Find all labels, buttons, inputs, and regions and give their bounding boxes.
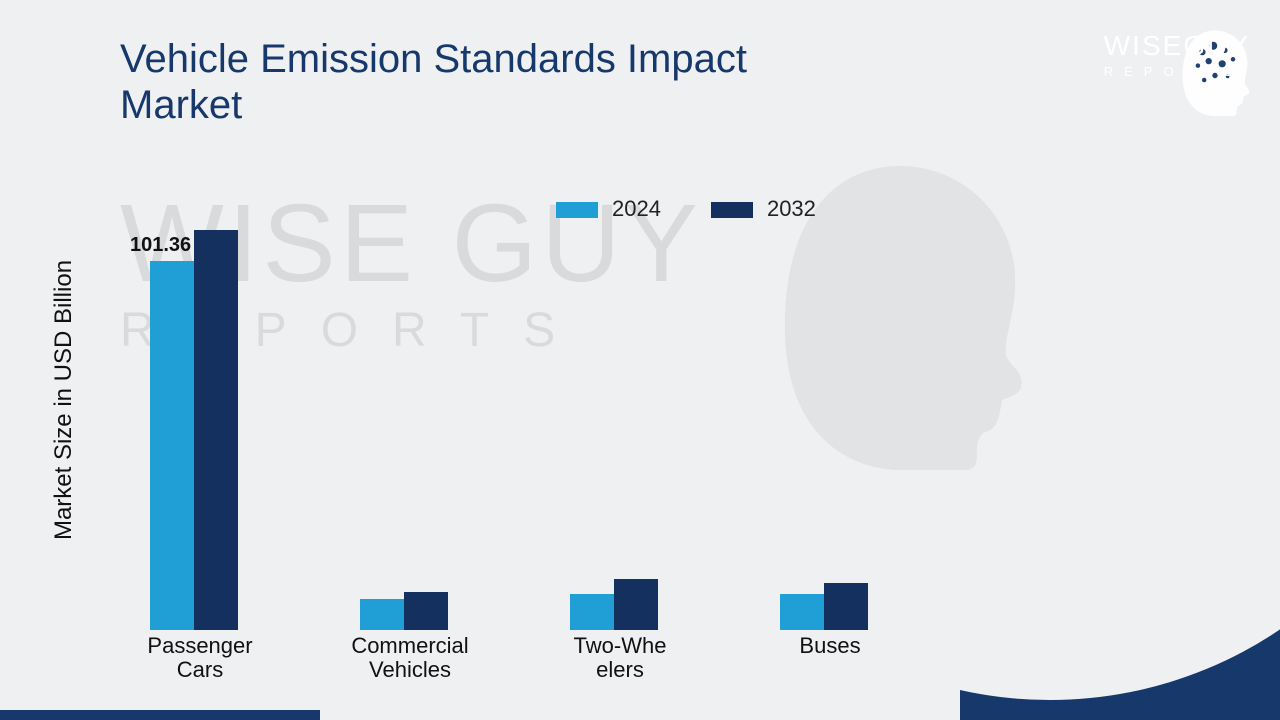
legend-label-2032: 2032 xyxy=(767,196,816,221)
brand-word-guy: GUY xyxy=(1183,30,1250,61)
x-axis-labels: PassengerCarsCommercialVehiclesTwo-Wheel… xyxy=(130,634,930,694)
report-graphic: WISE GUY REPORTS Vehicle Emission Standa… xyxy=(0,0,1280,720)
legend-item-2024: 2024 xyxy=(556,196,661,222)
bar-2032 xyxy=(404,592,448,630)
chart-title: Vehicle Emission Standards Impact Market xyxy=(120,36,860,128)
bar-2024 xyxy=(360,599,404,630)
bar-2032 xyxy=(194,230,238,630)
x-axis-category-label: CommercialVehicles xyxy=(330,634,490,682)
legend-item-2032: 2032 xyxy=(711,196,816,222)
x-axis-category-label: Two-Wheelers xyxy=(540,634,700,682)
bar-2024 xyxy=(570,594,614,630)
bar-2024 xyxy=(780,594,824,630)
bottom-accent-strip xyxy=(0,710,320,720)
bar-value-label: 101.36 xyxy=(130,234,191,257)
chart-legend: 2024 2032 xyxy=(556,196,816,222)
brand-logo-text: WISEGUY REPORTS xyxy=(1104,30,1250,79)
bar-2032 xyxy=(824,583,868,630)
legend-swatch-2032 xyxy=(711,202,753,218)
bar-2024 xyxy=(150,261,194,630)
x-axis-category-label: Buses xyxy=(750,634,910,658)
y-axis-label: Market Size in USD Billion xyxy=(50,260,78,540)
bar-2032 xyxy=(614,579,658,630)
brand-word-reports: REPORTS xyxy=(1104,64,1250,79)
x-axis-category-label: PassengerCars xyxy=(120,634,280,682)
legend-label-2024: 2024 xyxy=(612,196,661,221)
legend-swatch-2024 xyxy=(556,202,598,218)
chart-plot-area: 101.36 xyxy=(130,230,930,630)
brand-word-wise: WISE xyxy=(1104,30,1184,61)
